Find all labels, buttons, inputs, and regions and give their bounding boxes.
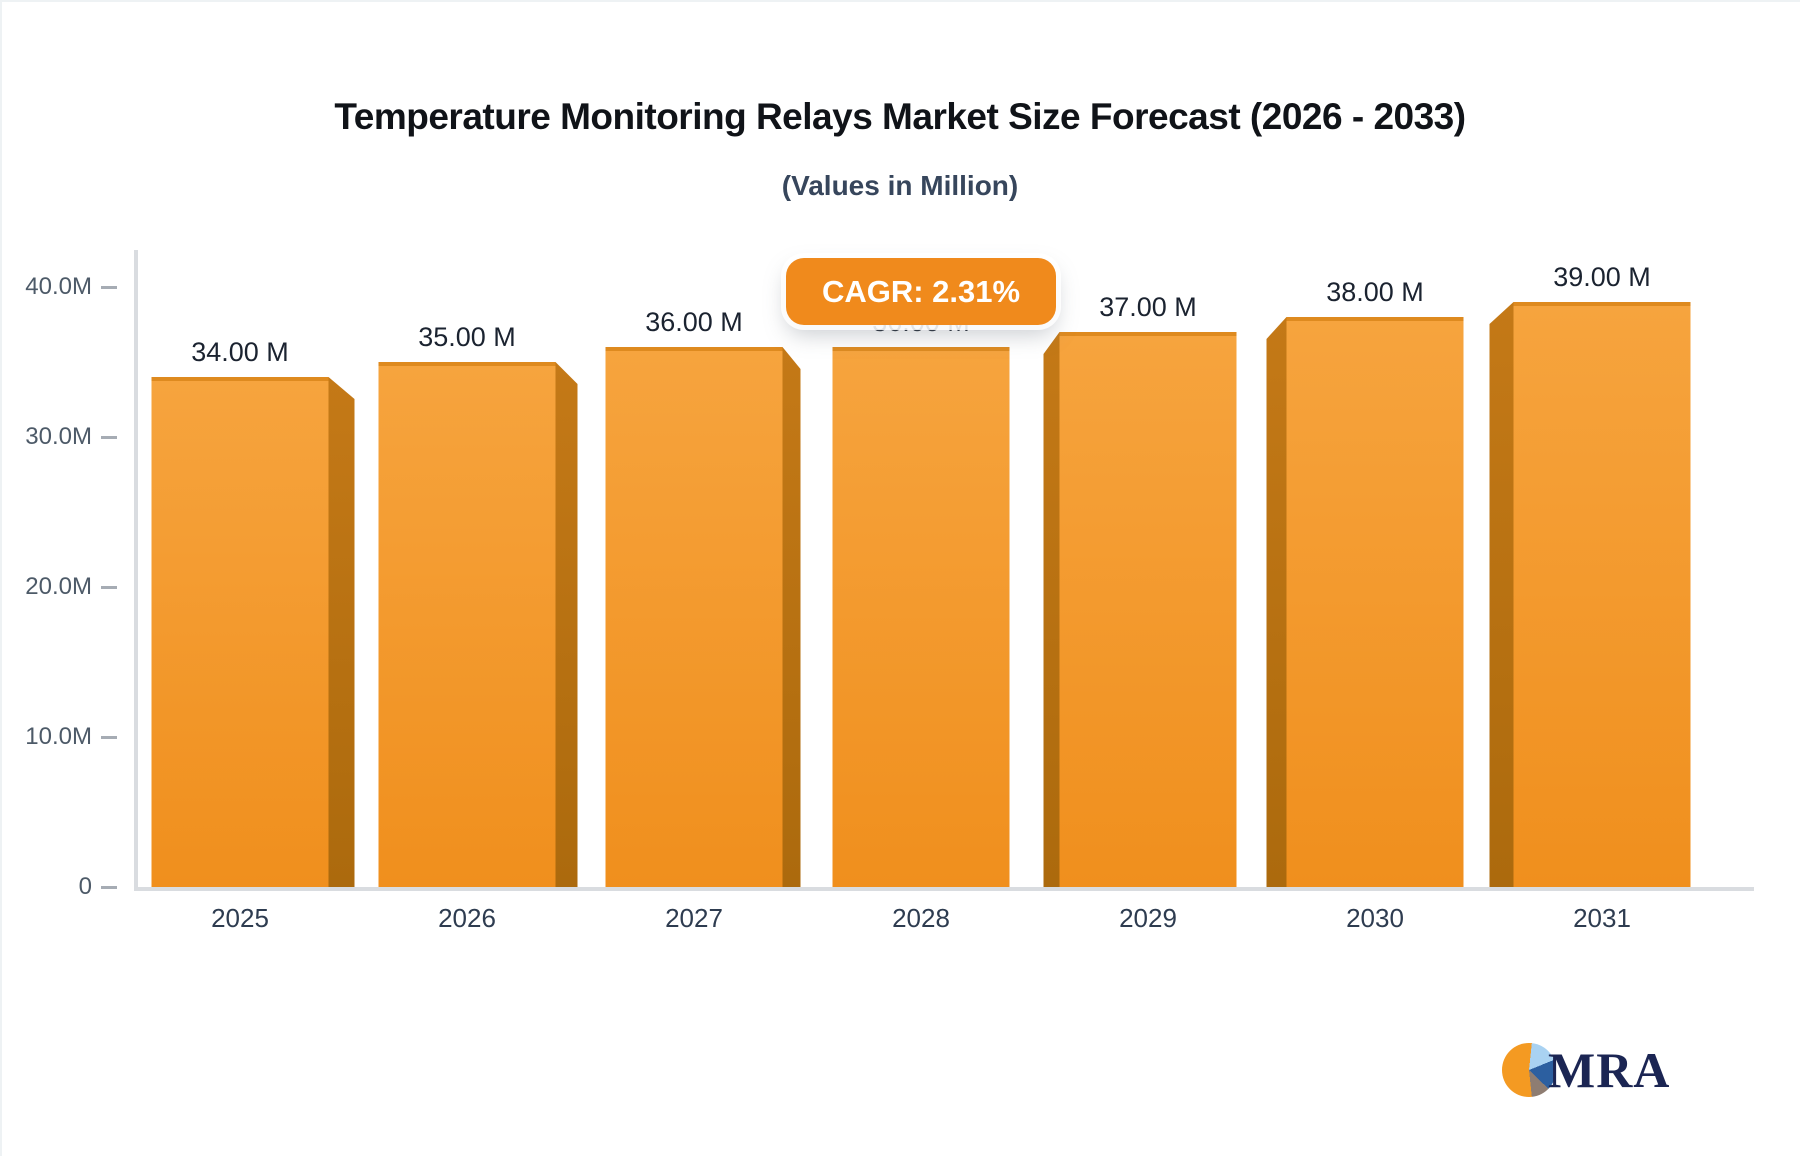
y-axis-tick — [101, 736, 117, 739]
x-axis-label-2027: 2027 — [665, 903, 723, 933]
bar-top-edge-2027 — [605, 347, 783, 351]
x-axis-label-2029: 2029 — [1119, 903, 1177, 933]
y-axis-tick — [101, 886, 117, 889]
bar-top-edge-2030 — [1286, 317, 1464, 321]
bar-value-label-2029: 37.00 M — [1099, 292, 1197, 322]
brand-logo: MRA — [1502, 1040, 1670, 1100]
pie-chart-logo-icon — [1502, 1043, 1556, 1097]
bar-2029 — [1059, 332, 1237, 887]
bar-side-2026 — [555, 362, 578, 887]
bar-side-2027 — [782, 347, 801, 887]
y-axis-line — [134, 250, 138, 891]
x-axis-label-2025: 2025 — [211, 903, 269, 933]
y-axis-label-40.0M: 40.0M — [25, 273, 92, 300]
bar-value-label-2025: 34.00 M — [191, 337, 289, 367]
y-axis-tick — [101, 586, 117, 589]
bar-top-edge-2029 — [1059, 332, 1237, 336]
y-axis-tick — [101, 286, 117, 289]
bar-side-2031 — [1489, 302, 1514, 887]
bar-2027 — [605, 347, 783, 887]
x-axis-label-2030: 2030 — [1346, 903, 1404, 933]
bar-2026 — [378, 362, 556, 887]
bar-value-label-2031: 39.00 M — [1553, 262, 1651, 292]
y-axis-label-0: 0 — [78, 873, 92, 900]
chart-title: Temperature Monitoring Relays Market Siz… — [334, 96, 1466, 137]
y-axis-label-30.0M: 30.0M — [25, 423, 92, 450]
brand-logo-text: MRA — [1548, 1042, 1671, 1098]
bar-top-edge-2028 — [832, 347, 1010, 351]
y-axis-label-20.0M: 20.0M — [25, 573, 92, 600]
bar-value-label-2030: 38.00 M — [1326, 277, 1424, 307]
bar-2028 — [832, 347, 1010, 887]
y-axis-label-10.0M: 10.0M — [25, 723, 92, 750]
bar-value-label-2026: 35.00 M — [418, 322, 516, 352]
bar-top-edge-2026 — [378, 362, 556, 366]
chart-subtitle: (Values in Million) — [781, 170, 1019, 201]
bar-top-edge-2025 — [151, 377, 329, 381]
bar-value-label-2027: 36.00 M — [645, 307, 743, 337]
bar-side-2030 — [1266, 317, 1287, 887]
x-axis-label-2028: 2028 — [892, 903, 950, 933]
bar-side-2029 — [1043, 332, 1060, 887]
bar-2025 — [151, 377, 329, 887]
bar-2030 — [1286, 317, 1464, 887]
cagr-badge: CAGR: 2.31% — [786, 258, 1056, 325]
bar-side-2025 — [328, 377, 355, 887]
bar-top-edge-2031 — [1513, 302, 1691, 306]
y-axis-tick — [101, 436, 117, 439]
bar-2031 — [1513, 302, 1691, 887]
x-axis-line — [134, 887, 1754, 891]
x-axis-label-2031: 2031 — [1573, 903, 1631, 933]
x-axis-label-2026: 2026 — [438, 903, 496, 933]
